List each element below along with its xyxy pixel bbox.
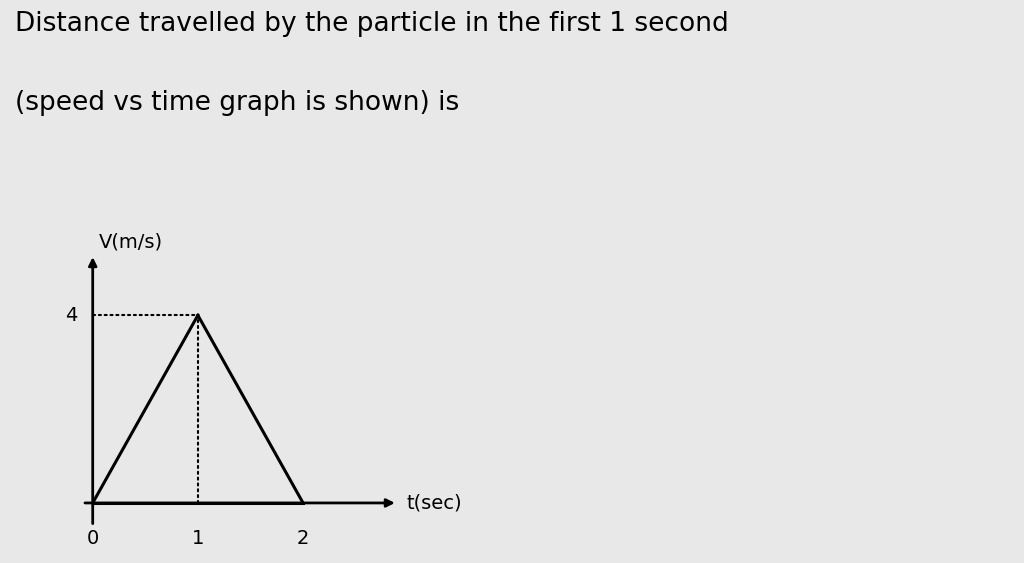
Text: 4: 4 <box>65 306 77 325</box>
Text: t(sec): t(sec) <box>407 493 462 512</box>
Text: 0: 0 <box>87 529 99 548</box>
Text: V(m/s): V(m/s) <box>99 233 163 252</box>
Text: 2: 2 <box>297 529 309 548</box>
Text: (speed vs time graph is shown) is: (speed vs time graph is shown) is <box>15 90 460 116</box>
Text: 1: 1 <box>191 529 204 548</box>
Text: Distance travelled by the particle in the first 1 second: Distance travelled by the particle in th… <box>15 11 729 37</box>
